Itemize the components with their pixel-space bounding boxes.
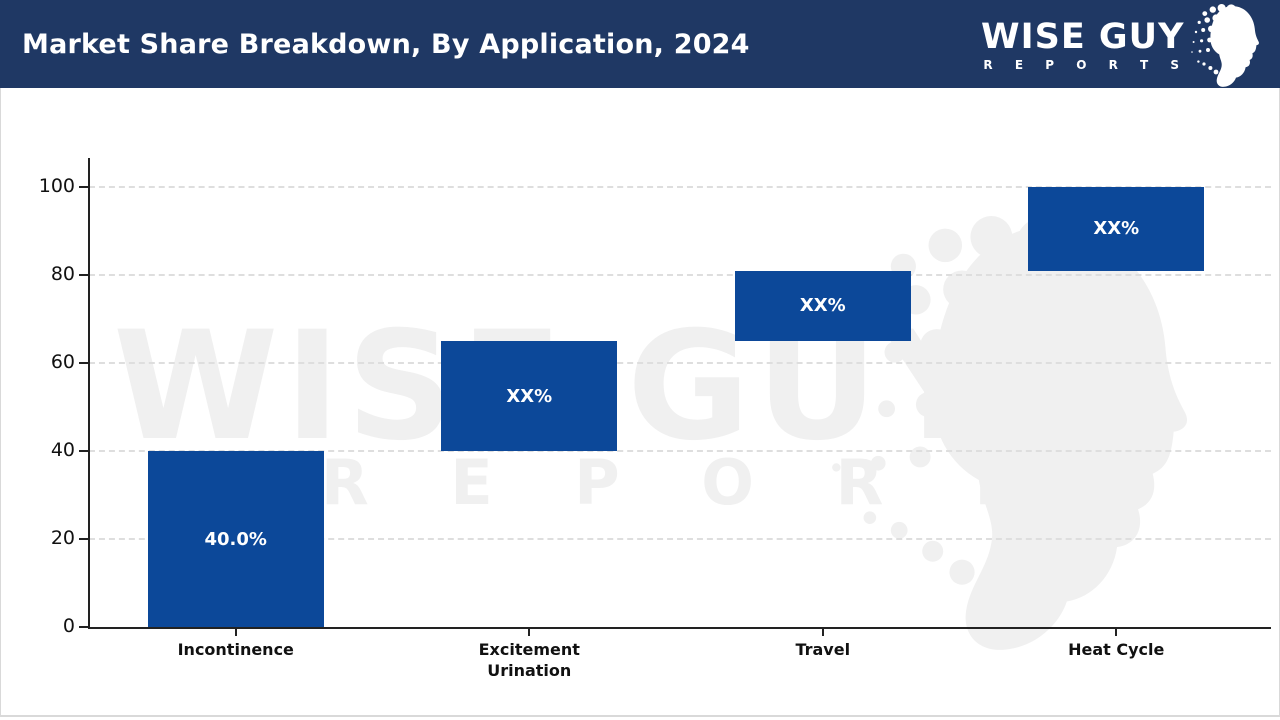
x-category-label: Incontinence <box>177 640 294 659</box>
y-tick <box>79 274 88 276</box>
grid-line <box>89 450 1271 452</box>
x-tick <box>528 629 531 636</box>
logo-wordmark: WISE GUY <box>980 17 1185 57</box>
wiseguy-logo: WISE GUY R E P O R T S <box>977 4 1266 88</box>
logo-face-icon <box>1174 4 1266 88</box>
y-tick-label: 100 <box>38 175 75 197</box>
x-category-label: Heat Cycle <box>1068 640 1165 659</box>
logo-text: WISE GUY R E P O R T S <box>977 17 1188 73</box>
y-tick-label: 20 <box>50 527 75 549</box>
y-tick <box>79 538 88 540</box>
chart-area: WISE GUY R E P O R T S 0 20 40 60 80 100 40.0%… <box>1 88 1279 715</box>
x-category-label: Travel <box>795 640 851 659</box>
y-tick <box>79 186 88 188</box>
grid-line <box>89 538 1271 540</box>
bar: XX% <box>1028 187 1205 271</box>
bar-value-label: XX% <box>506 385 553 407</box>
chart-card: WISE GUY R E P O R T S 0 20 40 60 80 100 40.0%… <box>0 88 1280 717</box>
y-tick <box>79 450 88 452</box>
y-tick-label: 0 <box>62 615 75 637</box>
y-tick <box>79 626 88 628</box>
logo-subtitle: R E P O R T S <box>983 58 1188 72</box>
x-category-label: Excitement Urination <box>478 640 580 680</box>
bar: XX% <box>734 270 911 341</box>
y-tick <box>79 362 88 364</box>
header: Market Share Breakdown, By Application, … <box>0 0 1280 88</box>
y-axis-line <box>88 158 90 629</box>
bar: XX% <box>441 341 618 451</box>
grid-line <box>89 362 1271 364</box>
grid-line <box>89 274 1271 276</box>
y-tick-label: 80 <box>50 263 75 285</box>
bar: 40.0% <box>147 451 324 627</box>
bar-value-label: XX% <box>799 295 846 317</box>
y-tick-label: 40 <box>50 439 75 461</box>
grid-line <box>89 186 1271 188</box>
x-tick <box>234 629 237 636</box>
bar-value-label: 40.0% <box>204 528 267 550</box>
x-tick <box>821 629 824 636</box>
page-title: Market Share Breakdown, By Application, … <box>22 28 750 60</box>
x-axis-line <box>88 627 1271 629</box>
bar-value-label: XX% <box>1093 218 1140 240</box>
x-tick <box>1115 629 1118 636</box>
y-tick-label: 60 <box>50 351 75 373</box>
